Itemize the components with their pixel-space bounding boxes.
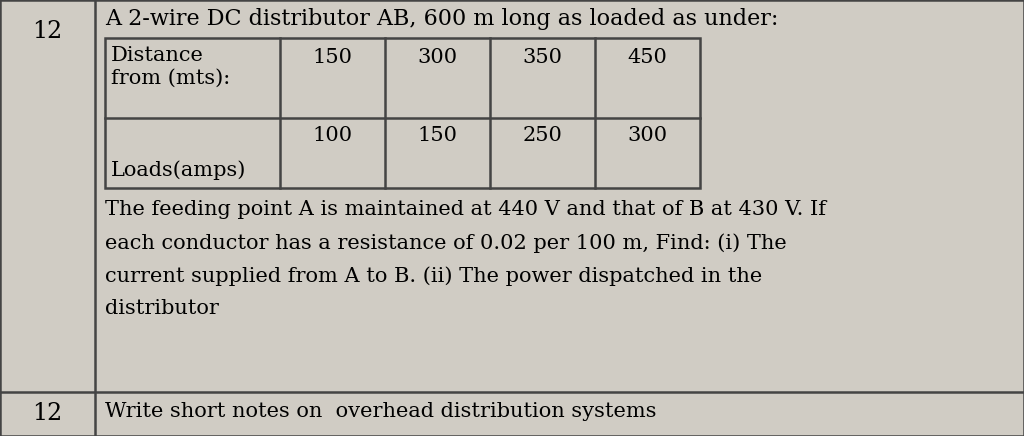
Text: The feeding point A is maintained at 440 V and that of B at 430 V. If: The feeding point A is maintained at 440…	[105, 200, 826, 219]
Bar	[105, 38, 700, 188]
Text: 150: 150	[418, 126, 458, 145]
Text: A 2-wire DC distributor AB, 600 m long as loaded as under:: A 2-wire DC distributor AB, 600 m long a…	[105, 8, 778, 30]
Text: 12: 12	[33, 402, 62, 425]
Text: each conductor has a resistance of 0.02 per 100 m, Find: (i) The: each conductor has a resistance of 0.02 …	[105, 233, 786, 253]
Text: 12: 12	[33, 20, 62, 43]
Text: 250: 250	[522, 126, 562, 145]
Text: distributor: distributor	[105, 299, 219, 318]
Text: 450: 450	[628, 48, 668, 67]
Text: from (mts):: from (mts):	[111, 69, 230, 88]
Text: Distance: Distance	[111, 46, 204, 65]
Text: 150: 150	[312, 48, 352, 67]
Text: Write short notes on  overhead distribution systems: Write short notes on overhead distributi…	[105, 402, 656, 421]
Text: 300: 300	[418, 48, 458, 67]
Text: 350: 350	[522, 48, 562, 67]
Text: 100: 100	[312, 126, 352, 145]
Text: 300: 300	[628, 126, 668, 145]
Text: current supplied from A to B. (ii) The power dispatched in the: current supplied from A to B. (ii) The p…	[105, 266, 762, 286]
Text: Loads(amps): Loads(amps)	[111, 160, 247, 180]
